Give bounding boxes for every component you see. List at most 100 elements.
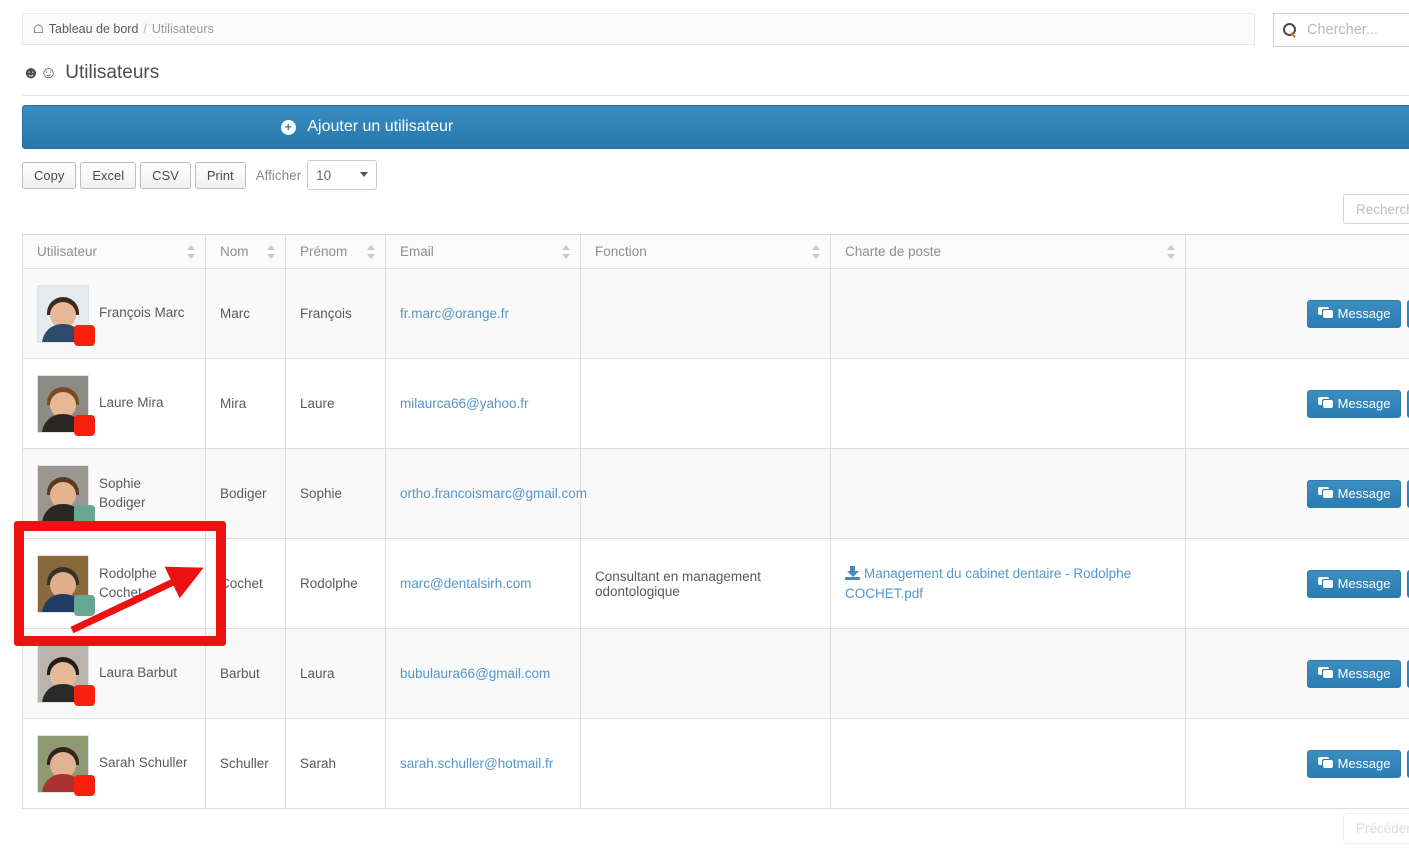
cell-actions: Message Assigner <box>1185 628 1409 719</box>
cell-email-text[interactable]: sarah.schuller@hotmail.fr <box>400 756 554 771</box>
status-badge <box>74 324 95 346</box>
avatar[interactable] <box>37 644 89 703</box>
message-button[interactable]: Message <box>1306 569 1402 598</box>
table-header-row: Utilisateur Nom Prénom Email <box>22 234 1409 269</box>
charte-file-name[interactable]: Management du cabinet dentaire - Rodolph… <box>845 565 1132 601</box>
chat-icon <box>1317 577 1334 590</box>
page-title: ☻☺ Utilisateurs <box>22 62 159 84</box>
assigner-button[interactable]: Assigner <box>1407 659 1409 688</box>
column-header-actions <box>1185 234 1409 269</box>
cell-email-text[interactable]: ortho.francoismarc@gmail.com <box>400 486 588 501</box>
avatar-wrapper <box>37 284 95 346</box>
cell-nom: Marc <box>205 268 286 359</box>
assigner-button[interactable]: Assigner <box>1407 749 1409 778</box>
user-identity: François Marc <box>37 284 191 346</box>
message-button[interactable]: Message <box>1306 299 1402 328</box>
column-label-nom: Nom <box>220 244 249 259</box>
cell-nom-text: Cochet <box>220 576 263 591</box>
users-table: Utilisateur Nom Prénom Email <box>22 234 1409 809</box>
table-search-box[interactable] <box>1343 194 1409 224</box>
cell-email: marc@dentalsirh.com <box>385 538 581 629</box>
sort-arrows-icon <box>562 244 571 260</box>
cell-nom-text: Marc <box>220 306 250 321</box>
cell-actions: Message Assigner <box>1185 448 1409 539</box>
message-button-label: Message <box>1337 756 1391 771</box>
breadcrumb-current: Utilisateurs <box>151 22 214 36</box>
cell-actions: Message Assigner <box>1185 268 1409 359</box>
user-identity: Rodolphe Cochet <box>37 554 191 616</box>
avatar[interactable] <box>37 464 89 523</box>
assigner-button[interactable]: Assigner <box>1407 479 1409 508</box>
table-row: François Marc Marc François fr.marc@orange.… <box>22 268 1409 359</box>
add-user-label-wrap: + Ajouter un utilisateur <box>280 118 453 136</box>
chat-icon <box>1317 307 1334 320</box>
message-button[interactable]: Message <box>1306 659 1402 688</box>
message-button-label: Message <box>1337 486 1391 501</box>
cell-email-text[interactable]: bubulaura66@gmail.com <box>400 666 551 681</box>
cell-email-text[interactable]: marc@dentalsirh.com <box>400 576 532 591</box>
cell-utilisateur: François Marc <box>22 268 206 359</box>
chevron-down-icon <box>360 172 369 177</box>
cell-charte-de-poste <box>830 448 1186 539</box>
cell-prenom: Laure <box>285 358 386 449</box>
message-button[interactable]: Message <box>1306 479 1402 508</box>
column-header-fonction[interactable]: Fonction <box>580 234 831 269</box>
cell-prenom-text: Rodolphe <box>300 576 358 591</box>
table-row: Laure Mira Mira Laure milaurca66@yahoo.fr Me… <box>22 358 1409 449</box>
row-action-buttons: Message Assigner <box>1200 479 1409 508</box>
message-button[interactable]: Message <box>1306 389 1402 418</box>
cell-actions: Message Assigner <box>1185 538 1409 629</box>
user-identity: Laure Mira <box>37 374 191 436</box>
add-user-button[interactable]: + Ajouter un utilisateur <box>22 105 1409 149</box>
charte-file[interactable]: Management du cabinet dentaire - Rodolph… <box>845 564 1171 603</box>
user-identity: Sarah Schuller <box>37 734 191 796</box>
status-badge <box>74 504 95 526</box>
sort-arrows-icon <box>1167 244 1176 260</box>
breadcrumb-link-dashboard[interactable]: Tableau de bord <box>48 22 139 36</box>
assigner-button[interactable]: Assigner <box>1407 389 1409 418</box>
cell-email: sarah.schuller@hotmail.fr <box>385 718 581 809</box>
users-icon: ☻☺ <box>22 63 58 82</box>
cell-actions: Message Assigner <box>1185 358 1409 449</box>
cell-fonction <box>580 268 831 359</box>
avatar-wrapper <box>37 374 95 436</box>
column-header-prenom[interactable]: Prénom <box>285 234 386 269</box>
page-length-value: 10 <box>316 167 332 183</box>
assigner-button[interactable]: Assigner <box>1407 299 1409 328</box>
cell-fonction: Consultant en management odontologique <box>580 538 831 629</box>
cell-utilisateur: Sarah Schuller <box>22 718 206 809</box>
column-header-charte-de-poste[interactable]: Charte de poste <box>830 234 1186 269</box>
csv-button[interactable]: CSV <box>140 161 191 189</box>
sort-arrows-icon <box>367 244 376 260</box>
global-search[interactable] <box>1273 13 1409 47</box>
user-identity: Laura Barbut <box>37 644 191 706</box>
print-button[interactable]: Print <box>194 161 246 189</box>
chat-icon <box>1317 667 1334 680</box>
user-name: Laure Mira <box>99 395 164 411</box>
cell-nom-text: Bodiger <box>220 486 267 501</box>
cell-actions: Message Assigner <box>1185 718 1409 809</box>
column-header-utilisateur[interactable]: Utilisateur <box>22 234 206 269</box>
chat-icon <box>1317 757 1334 770</box>
message-button[interactable]: Message <box>1306 749 1402 778</box>
sort-arrows-icon <box>267 244 276 260</box>
cell-utilisateur: Sophie Bodiger <box>22 448 206 539</box>
sort-arrows-icon <box>187 244 196 260</box>
excel-button[interactable]: Excel <box>80 161 137 189</box>
search-input[interactable] <box>1305 21 1409 39</box>
cell-nom-text: Mira <box>220 396 247 411</box>
page-length-select[interactable]: 10 <box>307 160 378 190</box>
assigner-button[interactable]: Assigner <box>1407 569 1409 598</box>
table-search-input[interactable] <box>1354 200 1409 218</box>
cell-email-text[interactable]: milaurca66@yahoo.fr <box>400 396 529 411</box>
column-header-email[interactable]: Email <box>385 234 581 269</box>
cell-email-text[interactable]: fr.marc@orange.fr <box>400 306 509 321</box>
avatar[interactable] <box>37 374 89 433</box>
column-header-nom[interactable]: Nom <box>205 234 286 269</box>
avatar[interactable] <box>37 284 89 343</box>
copy-button[interactable]: Copy <box>22 161 77 189</box>
sort-arrows-icon <box>812 244 821 260</box>
pagination-previous-button[interactable]: Précédent <box>1343 813 1409 844</box>
pagination: Précédent <box>1343 813 1409 844</box>
message-button-label: Message <box>1337 396 1391 411</box>
